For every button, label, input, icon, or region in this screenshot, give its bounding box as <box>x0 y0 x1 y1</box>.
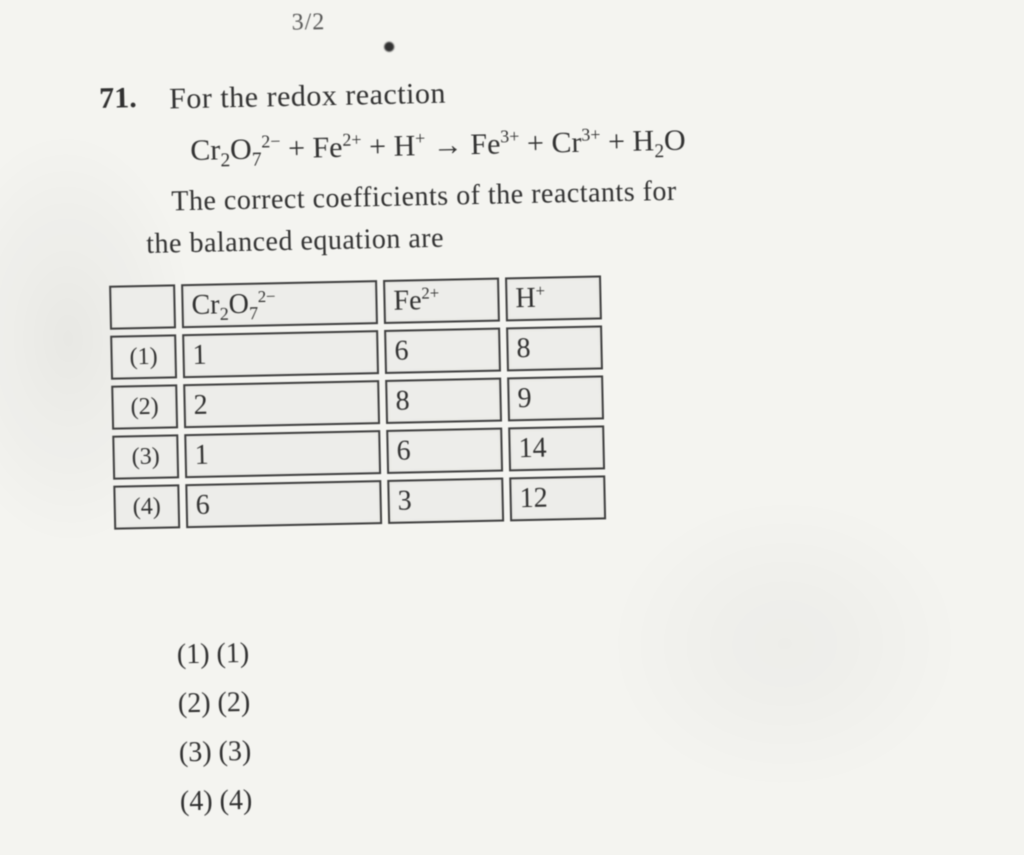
sub-line-1: The correct coefficients of the reactant… <box>171 176 677 219</box>
header-cr2o7: Cr2O72− <box>181 280 378 328</box>
header-h: H+ <box>505 275 602 321</box>
prompt-line: For the redox reaction <box>169 77 446 117</box>
cell: 12 <box>509 475 606 521</box>
cell: 9 <box>507 375 604 421</box>
exam-page: 3/2 71. For the redox reaction Cr2O72− +… <box>0 0 1024 855</box>
table-header-row: Cr2O72− Fe2+ H+ <box>109 275 602 329</box>
cell: 1 <box>184 430 381 478</box>
answer-option: (3) (3) <box>178 727 251 778</box>
row-label: (3) <box>112 434 179 479</box>
cell: 6 <box>386 428 503 474</box>
table-row: (1) 1 6 8 <box>110 325 603 379</box>
header-fe2: Fe2+ <box>383 278 500 324</box>
table-row: (3) 1 6 14 <box>112 425 605 479</box>
cell: 1 <box>182 330 379 378</box>
row-label: (1) <box>110 334 177 379</box>
table-row: (4) 6 3 12 <box>113 475 606 529</box>
cell: 14 <box>508 425 605 471</box>
top-fragment: 3/2 <box>291 9 325 37</box>
row-label: (4) <box>113 484 180 529</box>
smudge-right <box>602 490 968 797</box>
coefficients-table: Cr2O72− Fe2+ H+ (1) 1 6 8 (2) 2 8 9 (3) … <box>103 269 612 535</box>
cell: 3 <box>387 478 504 524</box>
cell: 6 <box>185 480 382 528</box>
equation: Cr2O72− + Fe2+ + H+ → Fe3+ + Cr3+ + H2O <box>190 124 686 168</box>
cell: 8 <box>385 378 502 424</box>
sub-line-2: the balanced equation are <box>146 223 444 261</box>
cell: 6 <box>384 328 501 374</box>
row-label: (2) <box>111 384 178 429</box>
answer-option: (1) (1) <box>176 629 249 680</box>
header-blank <box>109 284 176 329</box>
cell: 2 <box>183 380 380 428</box>
cell: 8 <box>506 325 603 371</box>
question-number: 71. <box>99 81 137 116</box>
answer-options: (1) (1) (2) (2) (3) (3) (4) (4) <box>176 629 252 826</box>
ink-dot <box>384 42 394 52</box>
answer-option: (2) (2) <box>177 678 250 729</box>
answer-option: (4) (4) <box>179 776 252 827</box>
table-row: (2) 2 8 9 <box>111 375 604 429</box>
